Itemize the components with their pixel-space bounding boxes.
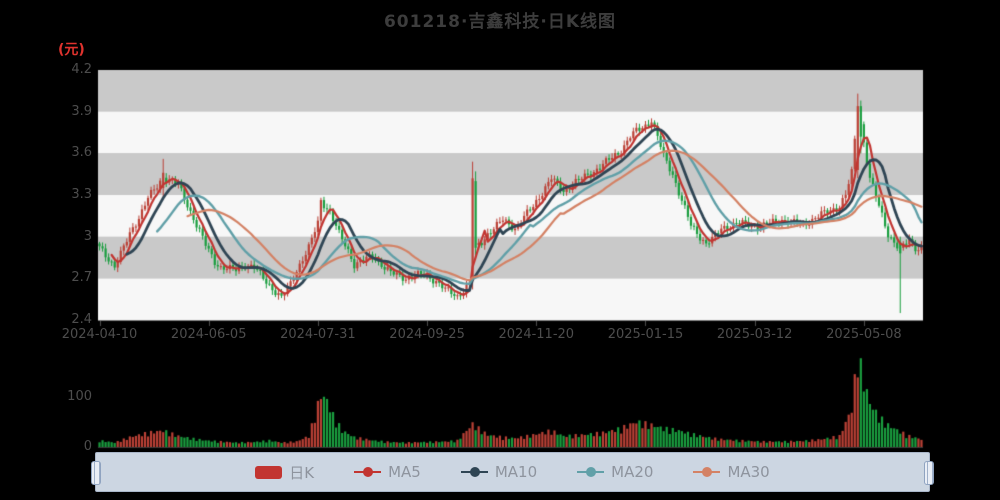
price-tick-label: 3.6 — [71, 145, 92, 161]
price-tick-label: 3.9 — [71, 103, 92, 119]
candlestick-legend-icon — [255, 465, 283, 479]
price-tick-label: 3.3 — [71, 187, 92, 202]
price-tick-label: 3 — [83, 228, 92, 244]
legend-label: MA5 — [388, 463, 421, 481]
datazoom-right-handle[interactable] — [924, 461, 934, 485]
datazoom-left-handle[interactable] — [91, 461, 101, 485]
datazoom-slider[interactable]: 日K MA5 MA10 MA20 MA30 — [91, 452, 934, 492]
price-unit-label: (元) — [58, 42, 85, 58]
legend-label: MA20 — [611, 463, 654, 481]
volume-tick-label: 100 — [67, 389, 92, 404]
date-tick-label: 2025-01-15 — [607, 327, 684, 342]
legend-label: 日K — [289, 463, 315, 482]
legend-label: MA10 — [494, 463, 538, 481]
legend-item-ma20[interactable]: MA20 — [577, 463, 653, 481]
date-tick-label: 2024-09-25 — [389, 327, 465, 342]
date-tick-label: 2024-04-10 — [61, 327, 138, 342]
chart-title: 601218·吉鑫科技·日K线图 — [383, 12, 617, 32]
ma10-line-icon — [460, 467, 488, 477]
legend-item-ma30[interactable]: MA30 — [693, 463, 770, 481]
price-tick-label: 4.2 — [71, 62, 92, 77]
legend-item-daily-k[interactable]: 日K — [255, 462, 314, 483]
legend-item-ma5[interactable]: MA5 — [354, 463, 421, 481]
ma20-line-icon — [577, 467, 605, 477]
date-tick-label: 2025-03-12 — [716, 327, 793, 342]
price-tick-label: 2.4 — [71, 312, 92, 327]
date-tick-label: 2024-07-31 — [280, 327, 356, 342]
volume-tick-label: 0 — [83, 439, 92, 454]
legend: 日K MA5 MA10 MA20 MA30 — [96, 453, 929, 491]
date-tick-label: 2025-05-08 — [826, 327, 902, 342]
legend-item-ma10[interactable]: MA10 — [460, 463, 538, 481]
price-tick-label: 2.7 — [71, 270, 92, 286]
ma5-line-icon — [354, 467, 382, 477]
date-tick-label: 2024-11-20 — [498, 327, 575, 342]
legend-label: MA30 — [727, 463, 770, 481]
ma30-line-icon — [693, 467, 721, 477]
date-tick-label: 2024-06-05 — [170, 327, 247, 342]
